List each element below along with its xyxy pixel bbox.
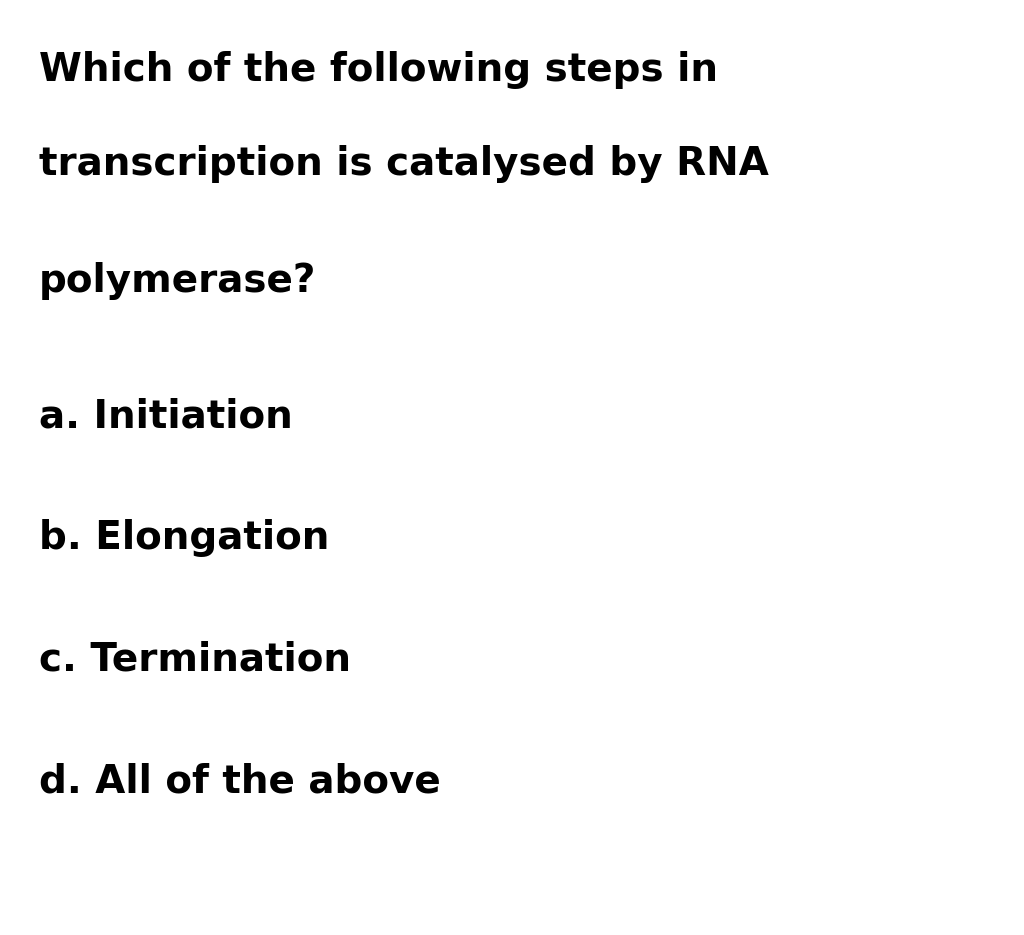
Text: d. All of the above: d. All of the above <box>39 762 440 800</box>
Text: a. Initiation: a. Initiation <box>39 397 293 436</box>
Text: b. Elongation: b. Elongation <box>39 519 330 557</box>
Text: polymerase?: polymerase? <box>39 262 316 300</box>
Text: c. Termination: c. Termination <box>39 640 351 679</box>
Text: transcription is catalysed by RNA: transcription is catalysed by RNA <box>39 145 769 183</box>
Text: Which of the following steps in: Which of the following steps in <box>39 51 718 90</box>
